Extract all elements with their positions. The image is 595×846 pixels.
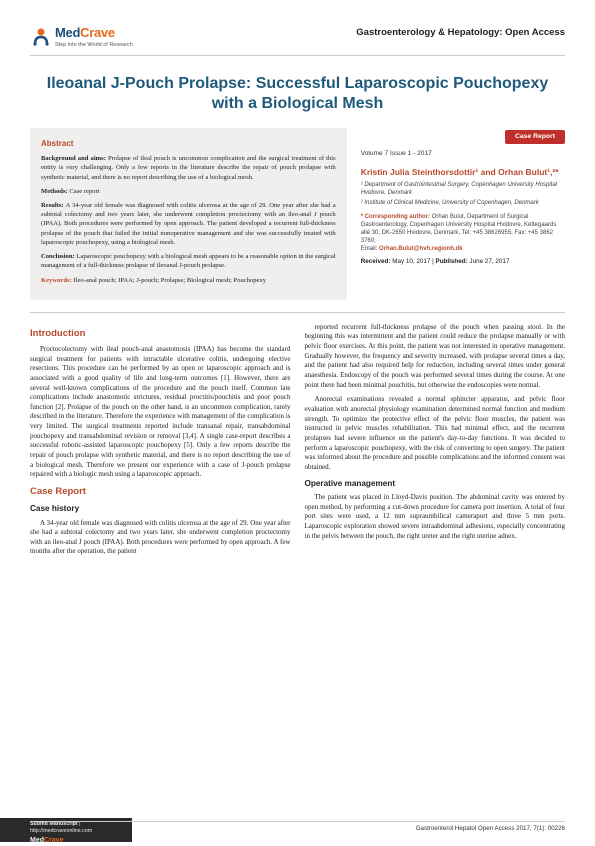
- corresponding-author: * Corresponding author: Orhan Bulut, Dep…: [361, 213, 565, 253]
- abstract-box: Abstract Background and aims: Prolapse o…: [30, 128, 347, 300]
- badge-row: Case Report: [361, 130, 565, 144]
- page: MedCrave Step into the World of Research…: [0, 0, 595, 602]
- page-header: MedCrave Step into the World of Research…: [30, 24, 565, 56]
- logo-tagline: Step into the World of Research: [55, 42, 133, 49]
- intro-para: Proctocolectomy with ileal pouch-anal an…: [30, 345, 291, 480]
- submit-manuscript[interactable]: Submit Manuscript | http://medcraveonlin…: [30, 821, 126, 835]
- abstract-methods: Methods: Case report: [41, 187, 336, 196]
- case-report-badge: Case Report: [505, 130, 565, 144]
- intro-heading: Introduction: [30, 327, 291, 340]
- body-col-left: Introduction Proctocolectomy with ileal …: [30, 323, 291, 562]
- abstract-conclusion: Conclusion: Laparoscopic pouchopexy with…: [41, 252, 336, 270]
- logo-block: MedCrave Step into the World of Research: [30, 24, 133, 49]
- operative-para: The patient was placed in Lloyd-Davis po…: [305, 493, 566, 541]
- case-history-heading: Case history: [30, 503, 291, 514]
- abstract-results: Results: A 34-year old female was diagno…: [41, 201, 336, 247]
- volume-issue: Volume 7 Issue 1 - 2017: [361, 150, 565, 159]
- footer-logo: MedCrave: [30, 836, 126, 845]
- abstract-heading: Abstract: [41, 138, 336, 149]
- abstract-keywords: Keywords: Ileo-anal pouch; IPAA; J-pouch…: [41, 276, 336, 285]
- logo-text: MedCrave Step into the World of Research: [55, 24, 133, 49]
- body-col-right: reported recurrent full-thickness prolap…: [305, 323, 566, 562]
- col2-para2: Anorectal examinations revealed a normal…: [305, 395, 566, 472]
- body-columns: Introduction Proctocolectomy with ileal …: [30, 323, 565, 562]
- logo-icon: [30, 25, 52, 47]
- article-dates: Received: May 10, 2017 | Published: June…: [361, 258, 565, 267]
- journal-name: Gastroenterology & Hepatology: Open Acce…: [356, 27, 565, 40]
- footer-citation: Gastroenterol Hepatol Open Access 2017, …: [416, 825, 565, 833]
- meta-row: Abstract Background and aims: Prolapse o…: [30, 128, 565, 300]
- affiliation-1: ¹ Department of Gastrointestinal Surgery…: [361, 181, 565, 197]
- col2-para1: reported recurrent full-thickness prolap…: [305, 323, 566, 391]
- case-report-heading: Case Report: [30, 485, 291, 498]
- abstract-background: Background and aims: Prolapse of ileal p…: [41, 154, 336, 182]
- page-footer: Submit Manuscript | http://medcraveonlin…: [0, 814, 595, 842]
- section-divider: [30, 312, 565, 313]
- article-title: Ileoanal J-Pouch Prolapse: Successful La…: [30, 74, 565, 114]
- abstract-column: Abstract Background and aims: Prolapse o…: [30, 128, 347, 300]
- meta-column: Case Report Volume 7 Issue 1 - 2017 Kris…: [361, 128, 565, 300]
- case-history-para: A 34-year old female was diagnosed with …: [30, 519, 291, 558]
- authors: Kristin Julia Steinthorsdottir¹ and Orha…: [361, 167, 565, 177]
- author-email[interactable]: Orhan.Bulut@hvh.regionh.dk: [379, 246, 463, 252]
- affiliation-2: ² Institute of Clinical Medicine, Univer…: [361, 199, 565, 207]
- meta-block: Volume 7 Issue 1 - 2017 Kristin Julia St…: [361, 150, 565, 266]
- operative-heading: Operative management: [305, 478, 566, 489]
- logo-title: MedCrave: [55, 24, 133, 42]
